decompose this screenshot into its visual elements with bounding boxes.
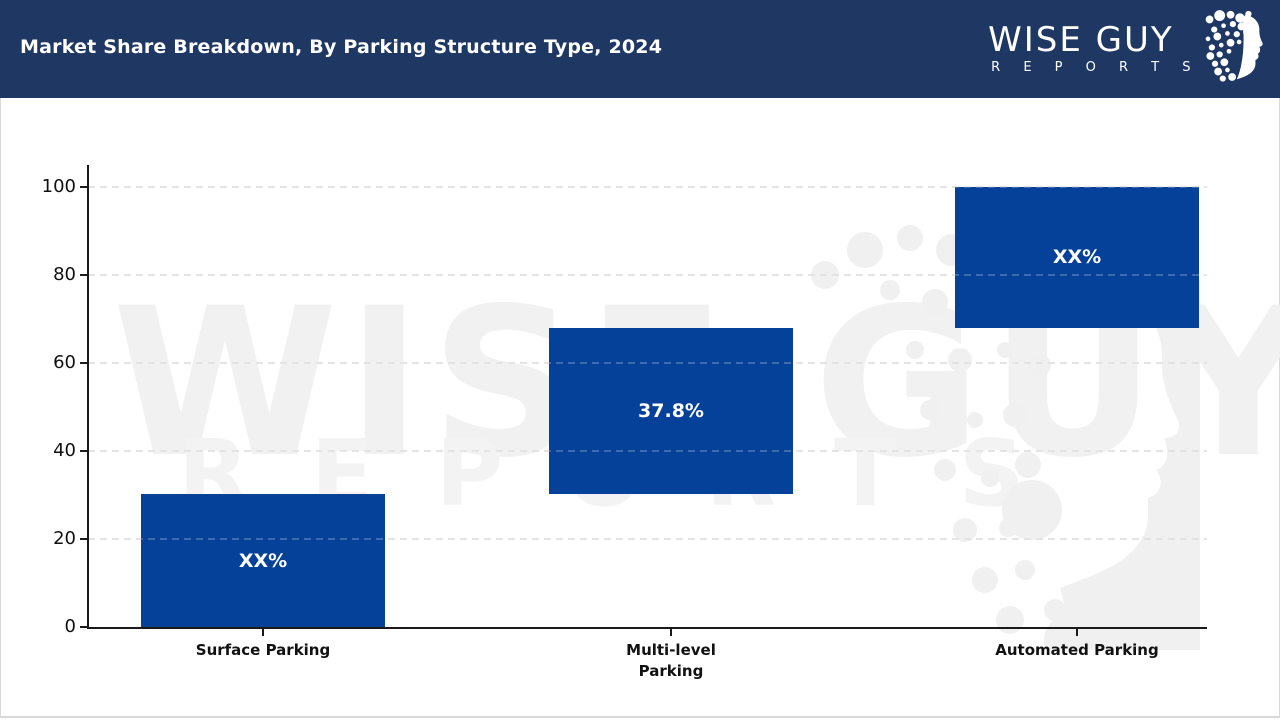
chart-title: Market Share Breakdown, By Parking Struc… [20, 36, 663, 58]
logo-text: WISE GUY R E P O R T S [988, 20, 1200, 75]
x-axis-spine [87, 627, 1207, 629]
y-axis-tick-label: 60 [53, 352, 76, 373]
y-axis-tick [80, 626, 87, 628]
header-band: Market Share Breakdown, By Parking Struc… [0, 0, 1280, 98]
x-axis-tick [1076, 629, 1078, 636]
wise-guy-logo: WISE GUY R E P O R T S [988, 10, 1264, 88]
gridline-60 [88, 362, 1207, 364]
x-axis-tick [262, 629, 264, 636]
y-axis-tick [80, 186, 87, 188]
x-axis-category-label: Multi-level Parking [626, 641, 716, 680]
gridline-80 [88, 274, 1207, 276]
bar-multi-level-parking: 37.8% [549, 327, 793, 495]
bar-value-label: XX% [238, 549, 288, 572]
bar-value-label: 37.8% [638, 399, 704, 422]
bar-value-label: XX% [1052, 246, 1102, 269]
bar-surface-parking: XX% [141, 494, 385, 627]
y-axis-tick-label: 40 [53, 440, 76, 461]
y-axis-tick-label: 80 [53, 264, 76, 285]
x-axis-category-label: Surface Parking [195, 641, 331, 659]
bar-automated-parking: XX% [955, 187, 1199, 328]
y-axis-tick [80, 538, 87, 540]
y-axis-tick [80, 274, 87, 276]
logo-face-icon [1205, 10, 1263, 82]
gridline-20 [88, 538, 1207, 540]
y-axis-tick [80, 450, 87, 452]
y-axis-tick [80, 362, 87, 364]
y-axis-tick-label: 20 [53, 528, 76, 549]
gridline-40 [88, 450, 1207, 452]
gridline-100 [88, 186, 1207, 188]
x-axis-category-label: Automated Parking [995, 641, 1159, 659]
gridline-100 [88, 186, 1207, 188]
y-axis-tick-label: 100 [41, 176, 76, 197]
logo-subtext: R E P O R T S [991, 59, 1200, 75]
gridline-20 [88, 538, 1207, 540]
y-axis-tick-label: 0 [64, 616, 76, 637]
x-axis-tick [670, 629, 672, 636]
gridline-80 [88, 274, 1207, 276]
y-axis-spine [87, 165, 89, 629]
logo-wordmark: WISE GUY [988, 20, 1174, 61]
